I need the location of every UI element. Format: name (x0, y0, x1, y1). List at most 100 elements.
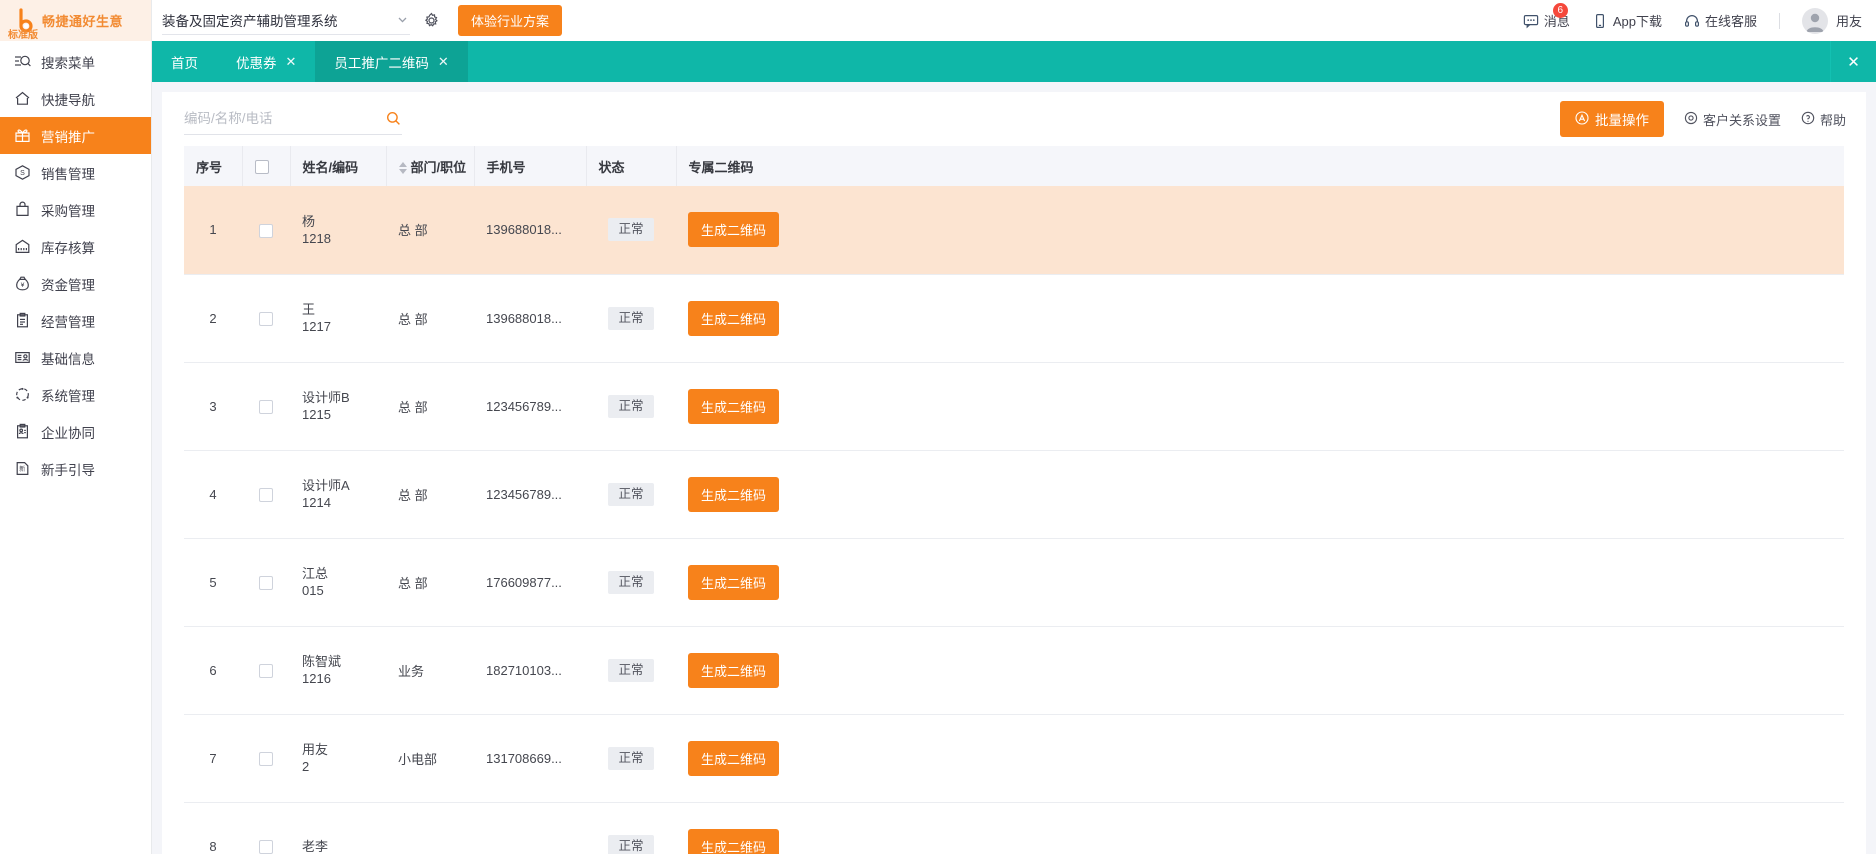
column-header-status[interactable]: 状态 (586, 146, 677, 186)
status-cell: 正常 (586, 626, 676, 715)
help-button[interactable]: 帮助 (1801, 110, 1846, 129)
table-row[interactable]: 4 设计师A 1214 总 部 123456789... 正常 生成二维码 (184, 450, 1844, 539)
table-row[interactable]: 1 杨 1218 总 部 139688018... 正常 生成二维码 (184, 186, 1844, 275)
generate-qrcode-button[interactable]: 生成二维码 (688, 388, 780, 424)
employee-code: 2 (302, 759, 310, 774)
sidebar-item-system[interactable]: 系统管理 (0, 376, 151, 413)
row-checkbox[interactable] (259, 223, 273, 238)
employee-name: 老李 (302, 838, 329, 854)
row-select-cell[interactable] (242, 538, 290, 627)
select-all-checkbox[interactable] (254, 159, 269, 174)
table-row[interactable]: 6 陈智斌 1216 业务 182710103... 正常 生成二维码 (184, 626, 1844, 715)
employee-table-wrapper[interactable]: 序号 姓名/编码 部门/职位 手机号 状态 专属二维码 (162, 146, 1866, 854)
generate-qrcode-button[interactable]: 生成二维码 (688, 652, 780, 688)
department-cell: 总 部 (386, 362, 474, 451)
messages-button[interactable]: 消息 6 (1523, 3, 1570, 30)
column-header-select-all[interactable] (242, 146, 291, 186)
row-index: 4 (184, 450, 242, 539)
gear-icon[interactable] (422, 12, 440, 30)
employee-name: 王 (302, 302, 316, 317)
row-checkbox[interactable] (259, 487, 273, 502)
close-icon[interactable]: ✕ (437, 54, 449, 69)
user-menu[interactable]: 用友 (1801, 7, 1862, 34)
customer-relation-settings-button[interactable]: 客户关系设置 (1684, 110, 1781, 129)
column-header-phone[interactable]: 手机号 (474, 146, 587, 186)
row-select-cell[interactable] (242, 362, 290, 451)
generate-qrcode-button[interactable]: 生成二维码 (688, 476, 780, 512)
employee-table: 序号 姓名/编码 部门/职位 手机号 状态 专属二维码 (184, 146, 1844, 854)
generate-qrcode-button[interactable]: 生成二维码 (688, 300, 780, 336)
sidebar-item-marketing[interactable]: 营销推广 (0, 117, 151, 154)
row-checkbox[interactable] (259, 663, 273, 678)
qrcode-cell: 生成二维码 (676, 186, 1844, 275)
sidebar-item-inventory[interactable]: 库存核算 (0, 228, 151, 265)
sidebar-item-label: 库存核算 (41, 240, 95, 256)
tab-employee-promo-qrcode[interactable]: 员工推广二维码 ✕ (315, 41, 468, 82)
sidebar-item-getting-started[interactable]: 新 新手引导 (0, 450, 151, 487)
sidebar-item-operations[interactable]: 经营管理 (0, 302, 151, 339)
row-select-cell[interactable] (242, 274, 290, 363)
sidebar-item-purchase[interactable]: 采购管理 (0, 191, 151, 228)
generate-qrcode-button[interactable]: 生成二维码 (688, 212, 780, 248)
row-select-cell[interactable] (242, 186, 290, 275)
organization-selector[interactable]: 装备及固定资产辅助管理系统 (162, 6, 410, 35)
generate-qrcode-button[interactable]: 生成二维码 (688, 740, 780, 776)
row-checkbox[interactable] (259, 575, 273, 590)
sidebar-item-basic-info[interactable]: 基础信息 (0, 339, 151, 376)
sidebar-item-search-menu[interactable]: 搜索菜单 (0, 43, 151, 80)
row-checkbox[interactable] (259, 399, 273, 414)
row-select-cell[interactable] (242, 450, 290, 539)
content-area: 批量操作 客户关系设置 (152, 82, 1876, 854)
search-icon[interactable] (384, 110, 402, 128)
qrcode-cell: 生成二维码 (676, 362, 1844, 451)
sidebar-item-label: 系统管理 (41, 388, 95, 404)
help-label: 帮助 (1819, 112, 1846, 128)
table-row[interactable]: 2 王 1217 总 部 139688018... 正常 生成二维码 (184, 274, 1844, 363)
sidebar-item-funds[interactable]: ¥ 资金管理 (0, 265, 151, 302)
generate-qrcode-button[interactable]: 生成二维码 (688, 828, 780, 854)
row-checkbox[interactable] (259, 751, 273, 766)
sort-arrows-icon[interactable] (398, 162, 407, 175)
column-header-qrcode[interactable]: 专属二维码 (676, 146, 1844, 186)
search-input[interactable] (184, 111, 384, 126)
id-card-icon (14, 349, 31, 366)
online-service-button[interactable]: 在线客服 (1684, 11, 1757, 30)
svg-text:¥: ¥ (21, 282, 25, 289)
row-select-cell[interactable] (242, 714, 290, 803)
sidebar-item-quick-nav[interactable]: 快捷导航 (0, 80, 151, 117)
column-header-department[interactable]: 部门/职位 (386, 146, 475, 186)
employee-name-cell: 用友 2 (290, 714, 386, 803)
row-checkbox[interactable] (259, 311, 273, 326)
trial-industry-solution-button[interactable]: 体验行业方案 (458, 5, 563, 36)
column-header-name[interactable]: 姓名/编码 (290, 146, 387, 186)
app-download-button[interactable]: App下载 (1592, 11, 1662, 30)
tab-home[interactable]: 首页 (152, 41, 217, 82)
status-cell: 正常 (586, 450, 676, 539)
close-all-tabs-icon[interactable]: ✕ (1830, 41, 1876, 82)
table-row[interactable]: 5 江总 015 总 部 176609877... 正常 生成二维码 (184, 538, 1844, 627)
sales-icon: S (14, 164, 31, 181)
search-box[interactable] (184, 104, 402, 135)
sidebar-item-label: 销售管理 (41, 166, 95, 182)
row-select-cell[interactable] (242, 802, 290, 854)
table-row[interactable]: 3 设计师B 1215 总 部 123456789... 正常 生成二维码 (184, 362, 1844, 451)
column-header-index[interactable]: 序号 (184, 146, 243, 186)
generate-qrcode-button[interactable]: 生成二维码 (688, 564, 780, 600)
chevron-down-icon[interactable] (394, 12, 410, 28)
row-checkbox[interactable] (259, 839, 273, 854)
employee-name-cell: 设计师B 1215 (290, 362, 386, 451)
close-icon[interactable]: ✕ (285, 54, 297, 69)
batch-operation-button[interactable]: 批量操作 (1559, 101, 1664, 137)
table-row[interactable]: 7 用友 2 小电部 131708669... 正常 生成二维码 (184, 714, 1844, 803)
tab-coupon[interactable]: 优惠券 ✕ (217, 41, 315, 82)
mobile-icon (1592, 13, 1608, 29)
department-cell: 总 部 (386, 538, 474, 627)
row-select-cell[interactable] (242, 626, 290, 715)
table-row[interactable]: 8 老李 正常 生成二维码 (184, 802, 1844, 854)
brand-header: 畅捷通好生意 标准版 (0, 0, 151, 41)
status-cell: 正常 (586, 362, 676, 451)
sidebar-item-sales[interactable]: S 销售管理 (0, 154, 151, 191)
sidebar-item-collaboration[interactable]: 企业协同 (0, 413, 151, 450)
sidebar-item-label: 经营管理 (41, 314, 95, 330)
